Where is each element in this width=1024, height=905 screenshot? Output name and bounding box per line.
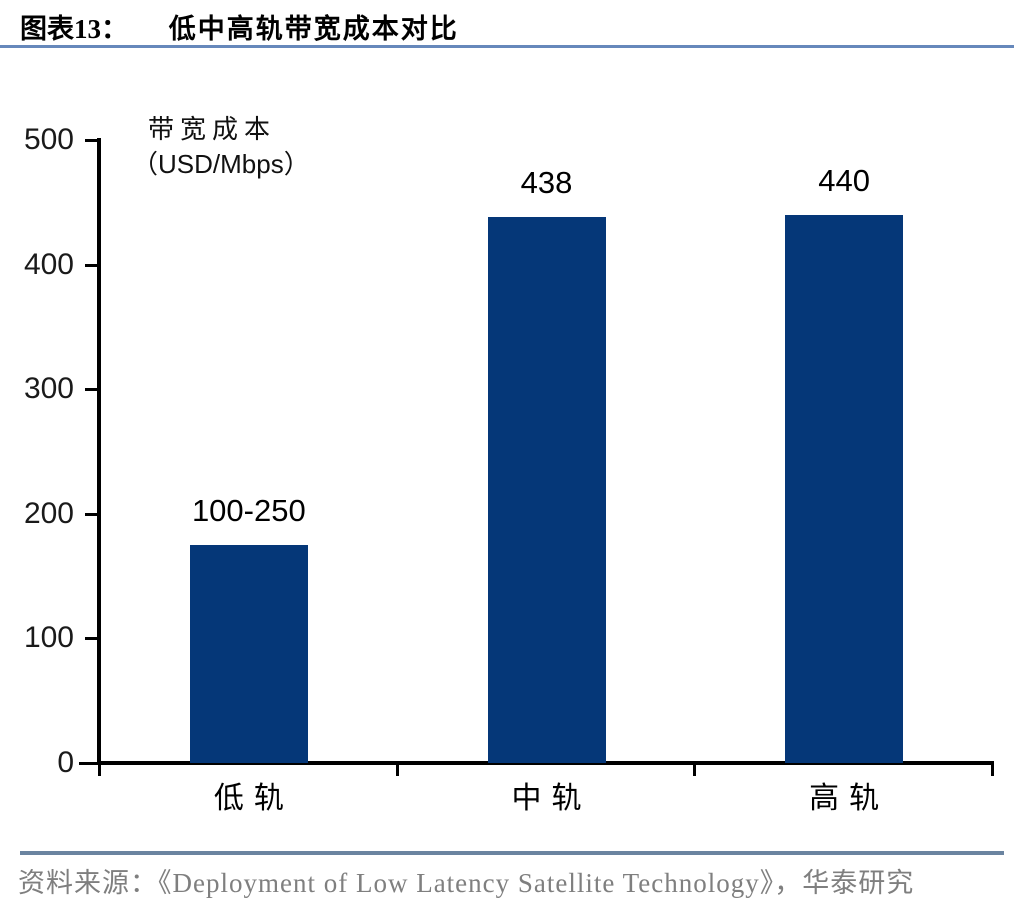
x-axis-tick-label: 中轨	[511, 782, 592, 815]
bar	[189, 544, 308, 763]
y-axis-title-line2: （USD/Mbps）	[132, 149, 310, 179]
footer-divider	[20, 851, 1004, 855]
y-axis-tick-label: 300	[23, 372, 74, 406]
x-axis-tick	[98, 763, 101, 776]
y-axis-title: 带宽成本 （USD/Mbps）	[132, 112, 310, 182]
y-axis-tick-label: 200	[23, 496, 74, 530]
bar	[487, 217, 606, 763]
y-axis	[97, 138, 101, 765]
y-axis-tick	[79, 762, 102, 765]
figure-number-label: 图表13：	[20, 14, 128, 44]
y-axis-tick-label: 400	[23, 247, 74, 281]
source-text: 资料来源：《Deployment of Low Latency Satellit…	[18, 868, 915, 898]
y-axis-tick-label: 100	[23, 621, 74, 655]
bar-value-label: 438	[520, 165, 573, 201]
bar-value-label: 100-250	[191, 492, 306, 528]
y-axis-tick	[85, 263, 98, 267]
x-axis-tick	[395, 763, 399, 776]
y-axis-tick	[85, 637, 98, 641]
y-axis-tick	[85, 512, 98, 516]
chart-header: 图表13： 低中高轨带宽成本对比	[20, 7, 459, 46]
y-axis-tick-label: 500	[23, 123, 74, 156]
y-axis-tick-label: 0	[57, 746, 74, 779]
x-axis-tick	[693, 763, 697, 776]
bar-value-label: 440	[818, 162, 871, 198]
bar	[785, 214, 904, 763]
title-underline-divider	[0, 45, 1014, 48]
x-axis-tick	[991, 763, 994, 776]
y-axis-title-line1: 带宽成本	[147, 115, 276, 144]
x-axis	[97, 761, 994, 765]
x-axis-tick-label: 高轨	[809, 782, 890, 815]
y-axis-tick	[85, 388, 98, 392]
y-axis-tick	[85, 139, 98, 142]
x-axis-tick-label: 低轨	[213, 782, 294, 815]
chart-title: 低中高轨带宽成本对比	[168, 14, 459, 44]
